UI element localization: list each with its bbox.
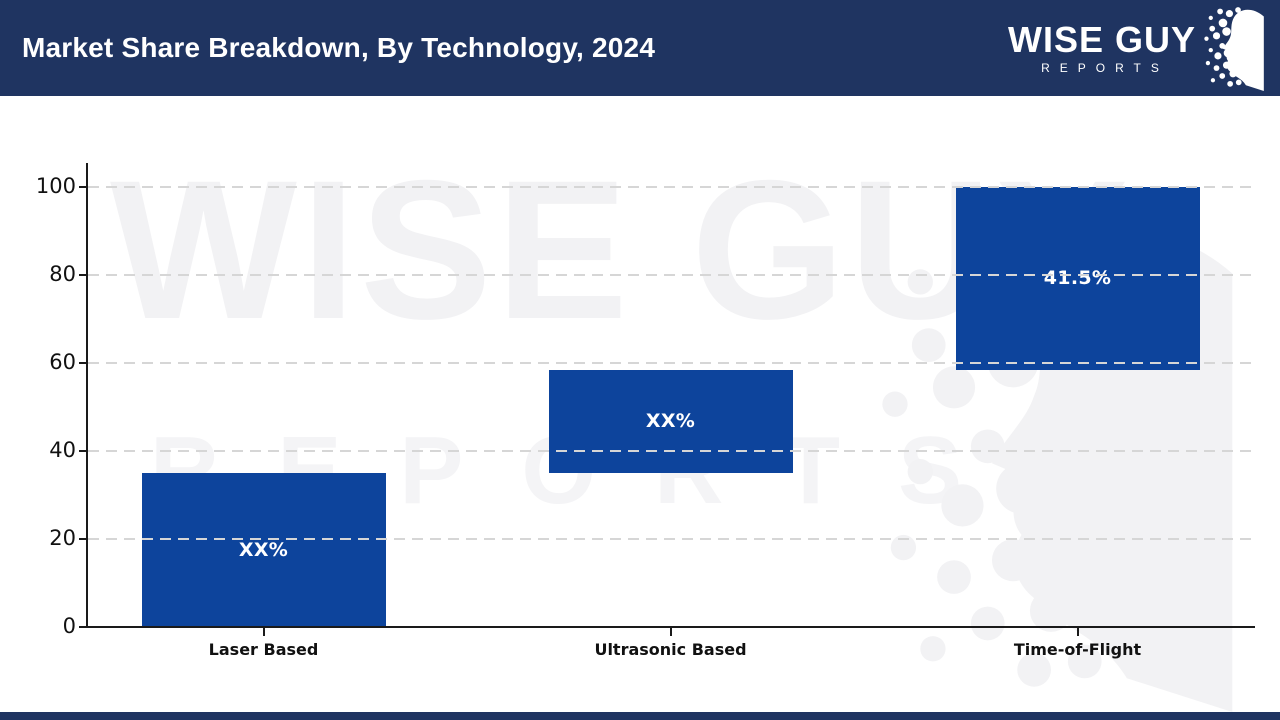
y-tick-mark: [79, 626, 86, 628]
gridline-y100: [88, 186, 1255, 188]
bar-value-label: XX%: [645, 410, 696, 433]
x-axis-line: [86, 626, 1255, 628]
y-tick-mark: [79, 450, 86, 452]
gridline-y40: [88, 450, 1255, 452]
chart-title: Market Share Breakdown, By Technology, 2…: [22, 32, 656, 63]
gridline-y60: [88, 362, 1255, 364]
x-category-label: Laser Based: [208, 640, 319, 659]
y-tick-label: 0: [62, 614, 76, 638]
brand-text: WISE GUY REPORTS: [1007, 18, 1196, 75]
x-category-label: Time-of-Flight: [1013, 640, 1142, 659]
brand-name: WISE GUY: [1007, 18, 1196, 60]
bar-segment-2: XX%: [548, 369, 793, 473]
bar-value-label: 41.5%: [1043, 267, 1112, 290]
y-tick-label: 40: [49, 438, 76, 462]
x-category-label: Ultrasonic Based: [594, 640, 747, 659]
gridline-y20: [88, 538, 1255, 540]
y-tick-mark: [79, 186, 86, 188]
bar-value-label: XX%: [238, 539, 289, 561]
bar-segment-3: 41.5%: [955, 187, 1200, 370]
gridline-y80: [88, 274, 1255, 276]
y-tick-mark: [79, 362, 86, 364]
y-tick-mark: [79, 274, 86, 276]
x-tick-mark: [669, 628, 672, 636]
header-bar: Market Share Breakdown, By Technology, 2…: [0, 0, 1280, 96]
bar-segment-1: XX%: [141, 473, 386, 627]
y-tick-label: 80: [49, 262, 76, 286]
footer-bar: [0, 712, 1280, 720]
plot-area: XX% XX% 41.5%: [88, 163, 1255, 627]
x-tick-mark: [262, 628, 265, 636]
x-tick-mark: [1076, 628, 1079, 636]
y-tick-label: 20: [49, 526, 76, 550]
brand-logo: WISE GUY REPORTS: [1008, 5, 1280, 91]
brand-subtitle: REPORTS: [1041, 60, 1169, 75]
face-logo-icon: [1204, 7, 1264, 91]
y-axis-line: [86, 163, 88, 628]
y-tick-mark: [79, 538, 86, 540]
y-tick-label: 100: [35, 174, 76, 198]
y-tick-label: 60: [49, 350, 76, 374]
